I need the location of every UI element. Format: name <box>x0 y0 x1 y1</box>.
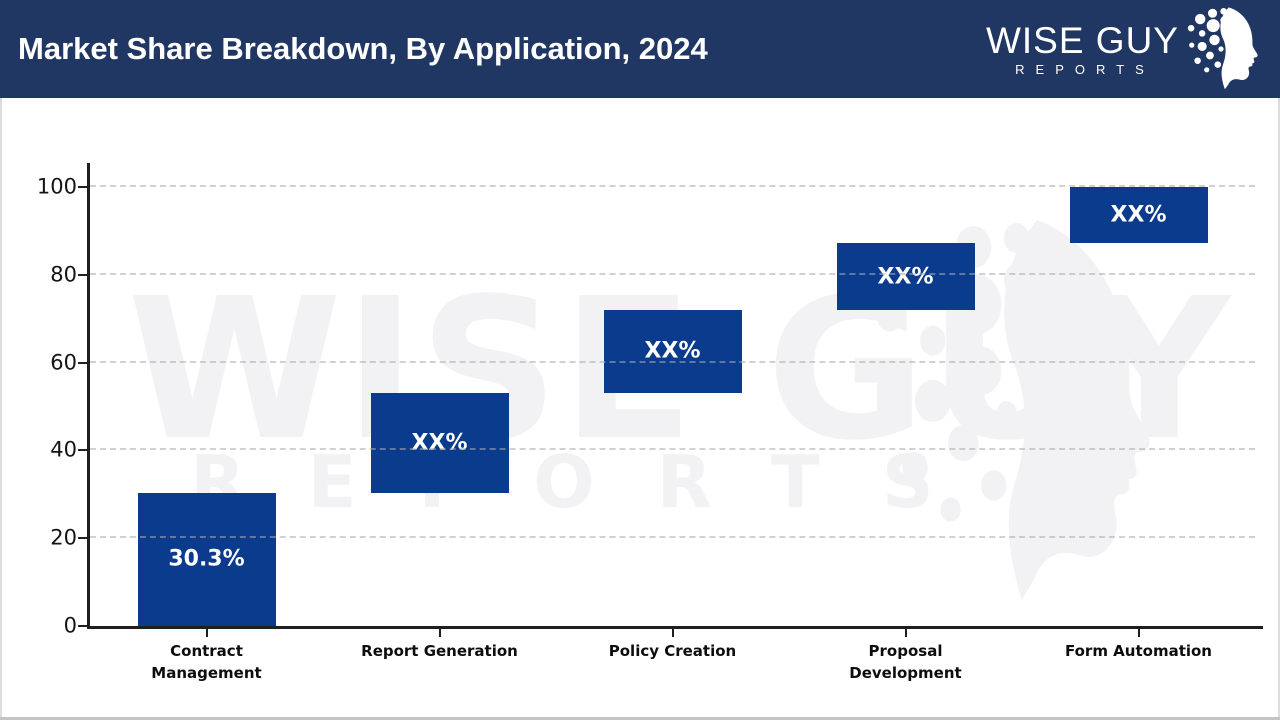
bar-value-label: XX% <box>877 264 934 290</box>
y-tick-mark <box>78 537 87 540</box>
y-tick-label: 60 <box>50 350 77 375</box>
x-tick-mark <box>1137 629 1140 637</box>
brand-logo: WISE GUY REPORTS <box>986 5 1260 93</box>
y-tick-mark <box>78 361 87 364</box>
x-axis-line <box>87 626 1263 629</box>
bar-column: XX% Form Automation <box>1022 187 1255 660</box>
y-tick-mark <box>78 625 87 627</box>
plot-area: 30.3% Contract Management XX% Report Genera… <box>37 163 1263 682</box>
waterfall-bar: XX% <box>370 392 509 493</box>
bar-value-label: 30.3% <box>168 546 245 572</box>
y-tick-label: 80 <box>50 262 77 287</box>
bar-value-label: XX% <box>1110 202 1167 228</box>
y-tick-mark <box>78 273 87 276</box>
category-label: Proposal Development <box>849 642 962 682</box>
y-axis-line <box>87 163 90 629</box>
x-tick-mark <box>904 629 907 637</box>
y-tick-label: 100 <box>36 174 77 199</box>
category-label: Form Automation <box>1064 642 1212 660</box>
bar-column: XX% Policy Creation <box>556 187 789 660</box>
page-title: Market Share Breakdown, By Application, … <box>18 31 708 66</box>
waterfall-bar: XX% <box>603 309 742 393</box>
bar-value-label: XX% <box>411 430 468 456</box>
gridline <box>90 448 1255 451</box>
header: Market Share Breakdown, By Application, … <box>0 0 1280 98</box>
watermark-tagline-text: REPORTS <box>190 440 996 524</box>
gridline <box>90 536 1255 539</box>
y-tick-label: 40 <box>50 437 77 462</box>
brand-logo-text: WISE GUY REPORTS <box>986 22 1179 77</box>
waterfall-bar: XX% <box>836 243 975 310</box>
chart-area: WISE GUY REPORTS 30.3% Contract Managemen… <box>0 98 1280 717</box>
bar-column: XX% Report Generation <box>323 187 556 660</box>
y-tick-label: 20 <box>50 525 77 550</box>
category-label: Report Generation <box>361 642 518 660</box>
bar-column: XX% Proposal Development <box>789 187 1022 682</box>
waterfall-bar: XX% <box>1069 187 1208 244</box>
gridline <box>90 272 1255 275</box>
x-tick-mark <box>671 629 674 637</box>
y-tick-mark <box>78 449 87 452</box>
bar-column: 30.3% Contract Management <box>90 187 323 682</box>
x-tick-mark <box>438 629 441 637</box>
brand-tagline: REPORTS <box>1015 61 1155 77</box>
gridline <box>90 185 1255 187</box>
x-tick-mark <box>205 629 208 637</box>
category-label: Contract Management <box>151 642 262 682</box>
category-label: Policy Creation <box>608 642 737 660</box>
y-tick-mark <box>78 186 87 188</box>
bar-value-label: XX% <box>644 338 701 364</box>
waterfall-bar: 30.3% <box>137 492 276 626</box>
y-tick-label: 0 <box>63 613 77 638</box>
wiseguy-head-icon <box>1187 7 1258 90</box>
brand-name: WISE GUY <box>985 19 1179 61</box>
gridline <box>90 360 1255 363</box>
